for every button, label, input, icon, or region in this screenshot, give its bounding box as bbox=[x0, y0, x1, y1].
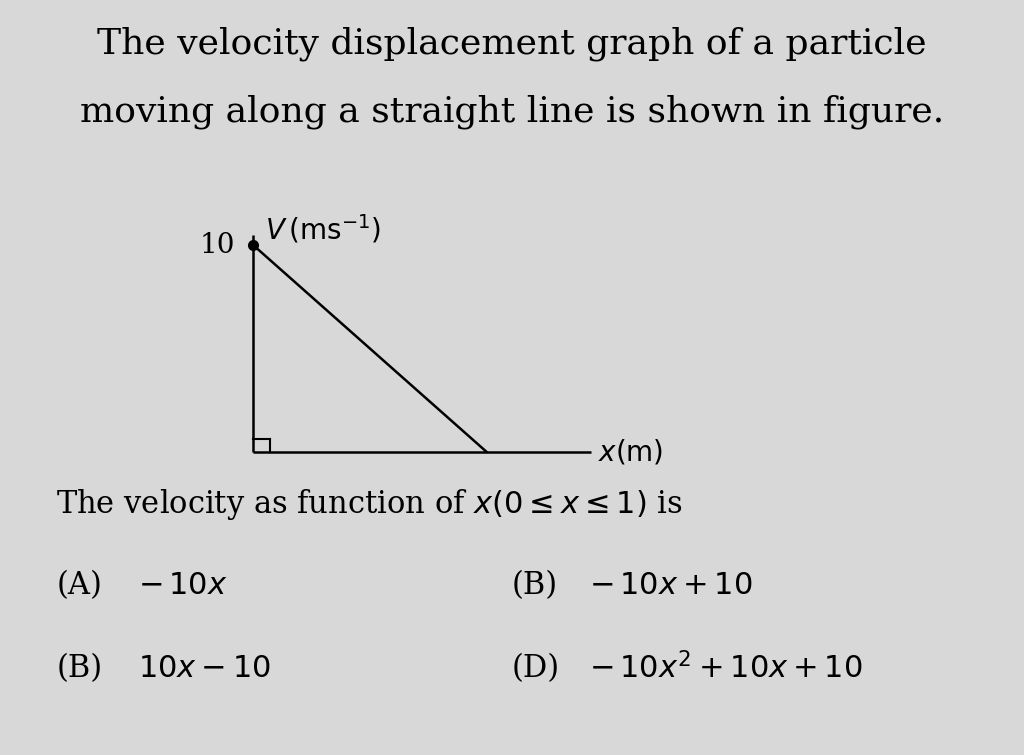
Text: (B): (B) bbox=[56, 653, 102, 684]
Text: 10: 10 bbox=[199, 232, 234, 259]
Text: The velocity displacement graph of a particle: The velocity displacement graph of a par… bbox=[97, 26, 927, 61]
Text: (D): (D) bbox=[512, 653, 560, 684]
Text: moving along a straight line is shown in figure.: moving along a straight line is shown in… bbox=[80, 94, 944, 129]
Text: $10x - 10$: $10x - 10$ bbox=[138, 653, 271, 684]
Text: (A): (A) bbox=[56, 570, 102, 601]
Text: $x\mathrm{(m)}$: $x\mathrm{(m)}$ bbox=[598, 437, 664, 466]
Text: $-\,10x^2 + 10x + 10$: $-\,10x^2 + 10x + 10$ bbox=[589, 653, 862, 686]
Text: $V\,(\mathrm{ms}^{-1})$: $V\,(\mathrm{ms}^{-1})$ bbox=[265, 212, 381, 245]
Text: The velocity as function of $x(0 \leq x \leq 1)$ is: The velocity as function of $x(0 \leq x … bbox=[56, 487, 683, 522]
Text: $-\,10x$: $-\,10x$ bbox=[138, 570, 228, 601]
Text: (B): (B) bbox=[512, 570, 558, 601]
Text: $-\,10x + 10$: $-\,10x + 10$ bbox=[589, 570, 753, 601]
